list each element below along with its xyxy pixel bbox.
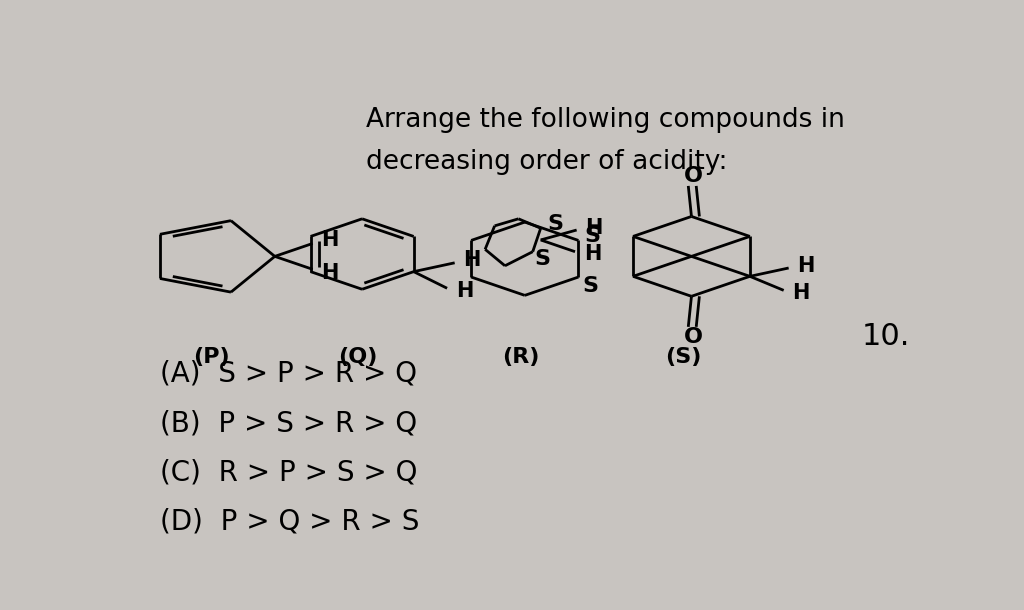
Text: (Q): (Q) [339, 347, 378, 367]
Text: H: H [584, 244, 601, 264]
Text: 10.: 10. [862, 321, 910, 351]
Text: (A)  S > P > R > Q: (A) S > P > R > Q [160, 360, 417, 388]
Text: O: O [684, 165, 703, 185]
Text: H: H [464, 251, 481, 270]
Text: (S): (S) [666, 347, 701, 367]
Text: (C)  R > P > S > Q: (C) R > P > S > Q [160, 459, 417, 486]
Text: Arrange the following compounds in: Arrange the following compounds in [367, 107, 845, 133]
Text: H: H [793, 282, 810, 303]
Text: H: H [322, 263, 339, 283]
Text: H: H [586, 218, 603, 238]
Text: decreasing order of acidity:: decreasing order of acidity: [367, 149, 728, 176]
Text: H: H [798, 256, 815, 276]
Text: S: S [535, 249, 550, 269]
Text: H: H [456, 281, 473, 301]
Text: S: S [585, 226, 601, 246]
Text: S: S [583, 276, 598, 295]
Text: (P): (P) [193, 347, 229, 367]
Text: S: S [547, 215, 563, 234]
Text: (D)  P > Q > R > S: (D) P > Q > R > S [160, 508, 419, 536]
Text: O: O [684, 327, 703, 347]
Text: H: H [322, 230, 339, 249]
Text: (B)  P > S > R > Q: (B) P > S > R > Q [160, 409, 417, 437]
Text: (R): (R) [502, 347, 540, 367]
